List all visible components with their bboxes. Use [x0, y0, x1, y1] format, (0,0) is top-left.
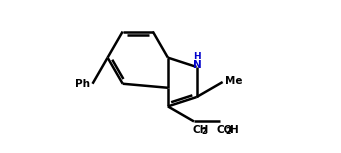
Text: 2: 2: [202, 127, 207, 136]
Text: Me: Me: [225, 76, 243, 86]
Text: 2: 2: [226, 127, 231, 136]
Text: H: H: [230, 125, 239, 135]
Text: N: N: [193, 60, 202, 69]
Text: H: H: [194, 52, 201, 61]
Text: CH: CH: [192, 125, 209, 135]
Text: Ph: Ph: [75, 79, 90, 89]
Text: CO: CO: [216, 125, 233, 135]
